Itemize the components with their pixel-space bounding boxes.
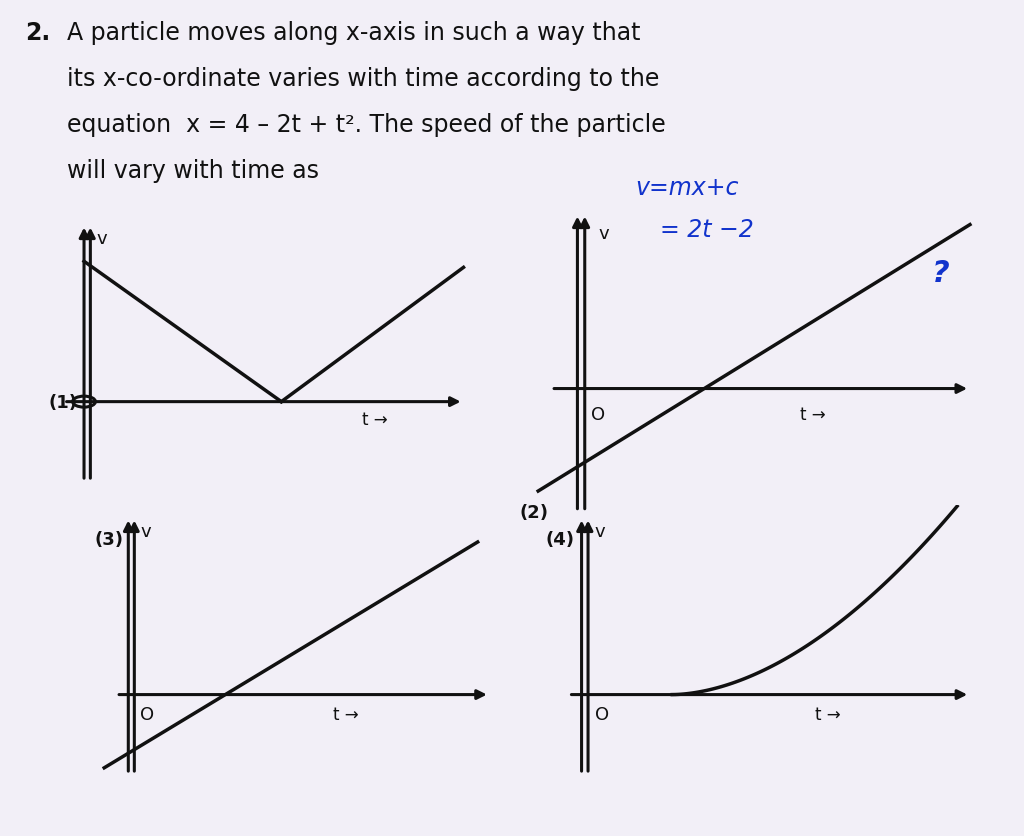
Text: t →: t → (815, 705, 841, 723)
Text: ?: ? (932, 259, 949, 288)
Text: v: v (140, 522, 151, 540)
Text: (2): (2) (520, 503, 549, 521)
Text: v: v (598, 225, 609, 243)
Text: its x-co-ordinate varies with time according to the: its x-co-ordinate varies with time accor… (67, 67, 658, 91)
Text: will vary with time as: will vary with time as (67, 159, 318, 183)
Text: (1): (1) (48, 393, 78, 411)
Text: (4): (4) (546, 530, 574, 548)
Text: O: O (595, 705, 608, 723)
Text: O: O (140, 705, 155, 723)
Text: equation  x = 4 – 2t + t². The speed of the particle: equation x = 4 – 2t + t². The speed of t… (67, 113, 666, 137)
Text: t →: t → (800, 405, 825, 423)
Text: = 2t −2: = 2t −2 (660, 217, 755, 242)
Text: O: O (591, 405, 604, 423)
Text: 2.: 2. (26, 21, 51, 45)
Text: v: v (595, 522, 605, 540)
Text: (3): (3) (94, 530, 124, 548)
Text: t →: t → (333, 705, 358, 723)
Text: v=mx+c: v=mx+c (635, 176, 738, 200)
Text: v: v (96, 230, 108, 247)
Text: A particle moves along x-axis in such a way that: A particle moves along x-axis in such a … (67, 21, 640, 45)
Text: t →: t → (362, 410, 388, 428)
